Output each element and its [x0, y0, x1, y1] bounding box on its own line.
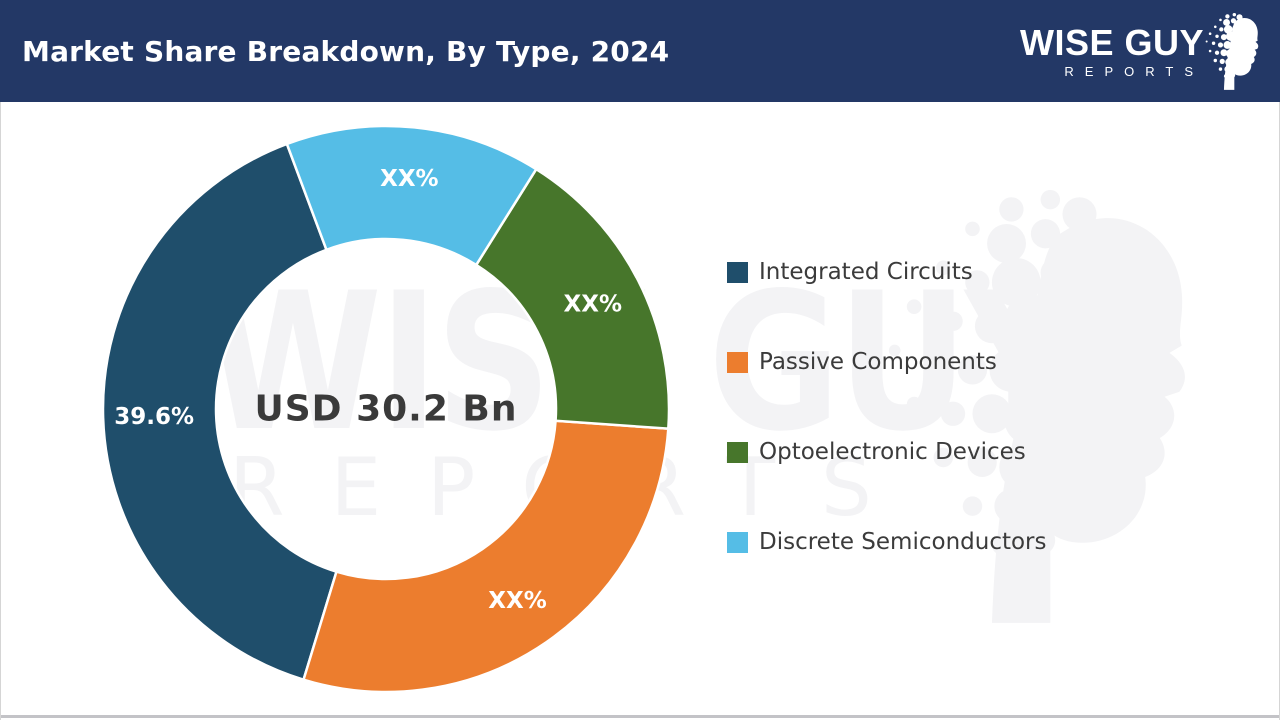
donut-segment-optoelectronic-devices [474, 167, 671, 430]
donut-segment-integrated-circuits [101, 142, 338, 681]
legend-swatch-optoelectronic-devices [727, 441, 748, 463]
watermark-face-icon [888, 189, 1185, 623]
legend-swatch-passive-components [727, 351, 748, 373]
donut-center-value: USD 30.2 Bn [254, 388, 518, 430]
logo-reports-text: REPORTS [1064, 63, 1204, 79]
legend-label: Passive Components [759, 349, 997, 375]
legend-item-passive-components: Passive Components [727, 348, 1047, 376]
wiseguy-face-icon [1205, 12, 1259, 90]
legend-label: Optoelectronic Devices [759, 439, 1026, 465]
donut-chart: 39.6% XX% XX% XX% [101, 124, 671, 694]
donut-segment-value-label: XX% [563, 292, 622, 318]
legend-swatch-integrated-circuits [727, 261, 748, 283]
legend-item-integrated-circuits: Integrated Circuits [727, 258, 1047, 286]
legend-item-discrete-semiconductors: Discrete Semiconductors [727, 528, 1047, 556]
chart-legend: Integrated Circuits Passive Components O… [727, 258, 1047, 618]
legend-item-optoelectronic-devices: Optoelectronic Devices [727, 438, 1047, 466]
logo-text: WISE GUY REPORTS [1019, 21, 1204, 79]
chart-area: WISE GUY REPORTS 39.6%XX%XX%XX% USD 30.2… [0, 102, 1280, 720]
header: Market Share Breakdown, By Type, 2024 WI… [0, 0, 1280, 102]
logo-brand-text: WISE GUY [1019, 21, 1204, 63]
legend-swatch-discrete-semiconductors [727, 531, 748, 553]
bottom-border [1, 715, 1279, 718]
donut-segment-value-label: XX% [488, 588, 547, 614]
legend-label: Discrete Semiconductors [759, 529, 1047, 555]
donut-segment-discrete-semiconductors [285, 124, 538, 267]
donut-segment-value-label: XX% [380, 166, 439, 192]
wiseguy-logo: WISE GUY REPORTS [1020, 12, 1262, 90]
legend-label: Integrated Circuits [759, 259, 973, 285]
donut-segment-value-label: 39.6% [114, 404, 194, 430]
page-title: Market Share Breakdown, By Type, 2024 [22, 34, 670, 68]
donut-segment-passive-components [302, 419, 670, 694]
